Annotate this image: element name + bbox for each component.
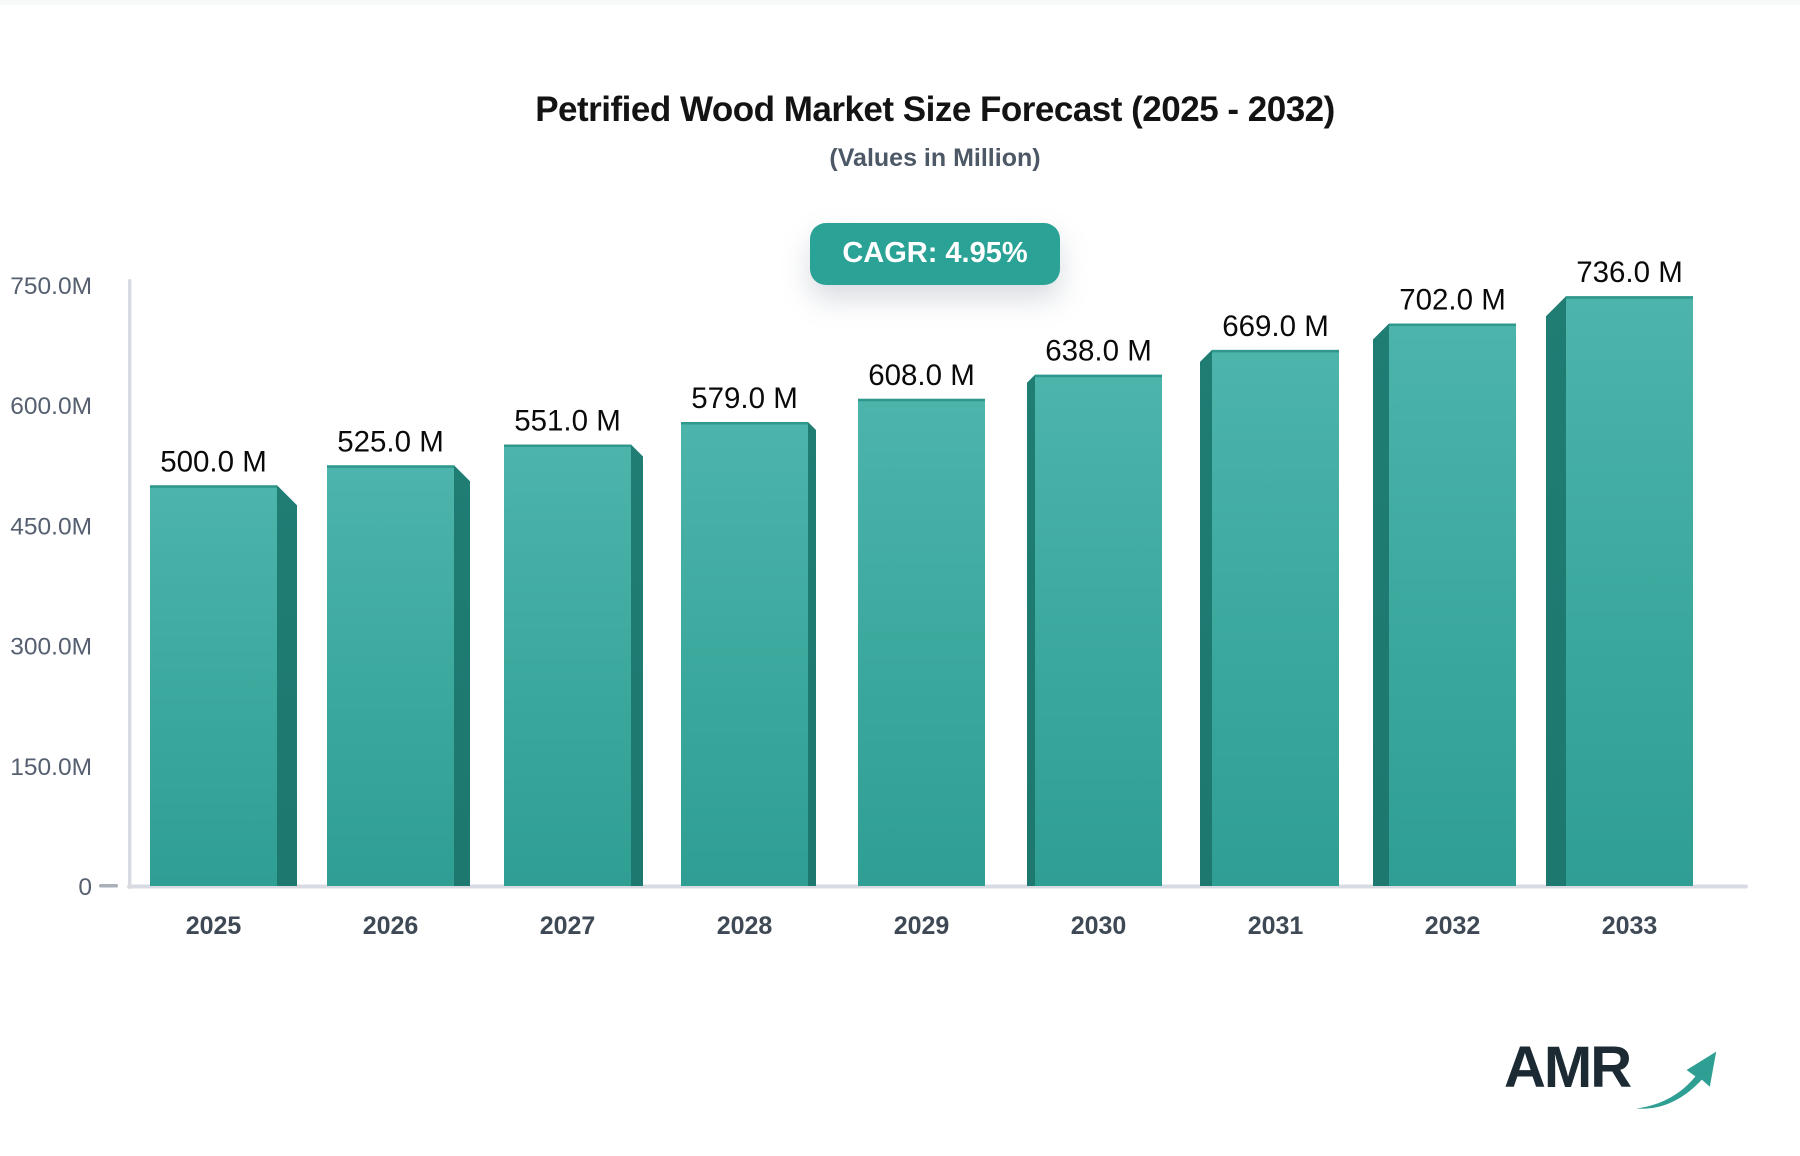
bar-top-edge — [327, 465, 454, 468]
x-axis-label: 2026 — [363, 912, 419, 940]
chart-title: Petrified Wood Market Size Forecast (202… — [535, 90, 1335, 129]
chart-header: Petrified Wood Market Size Forecast (202… — [70, 90, 1800, 285]
x-axis-label: 2032 — [1425, 912, 1481, 940]
x-axis-label: 2030 — [1071, 912, 1127, 940]
bar-2027 — [504, 444, 631, 886]
cagr-badge: CAGR: 4.95% — [810, 223, 1060, 285]
bar-value-label: 579.0 M — [691, 382, 798, 415]
bar-value-label: 669.0 M — [1222, 310, 1329, 343]
bar-value-label: 638.0 M — [1045, 335, 1152, 368]
bar-top-edge — [1035, 374, 1162, 378]
bar-top-edge — [681, 422, 808, 425]
bar-side-face — [1373, 323, 1389, 886]
bar-value-label: 736.0 M — [1576, 256, 1683, 289]
bar-top-edge — [150, 485, 277, 488]
bar-2026 — [327, 465, 454, 886]
bar-2028 — [681, 422, 808, 886]
bar-2033 — [1566, 296, 1693, 886]
y-axis-line — [128, 279, 132, 889]
bar-value-label: 551.0 M — [514, 405, 621, 438]
bar-side-face — [1027, 374, 1035, 886]
bar-value-label: 500.0 M — [160, 445, 267, 478]
bar-top-edge — [504, 444, 631, 447]
bar-group-2025: 500.0 M 2025 — [150, 445, 297, 940]
bar-group-2033: 736.0 M 2033 — [1546, 256, 1693, 940]
top-edge-strip — [0, 0, 1800, 5]
y-tick-label: 300.0M — [10, 634, 92, 661]
bar-2032 — [1389, 323, 1516, 886]
bar-value-label: 608.0 M — [868, 359, 975, 392]
bar-2031 — [1212, 349, 1339, 886]
x-axis-label: 2028 — [717, 912, 773, 940]
bar-side-face — [454, 465, 470, 886]
bar-2030 — [1035, 374, 1162, 886]
bar-group-2026: 525.0 M 2026 — [327, 425, 470, 940]
x-axis-label: 2031 — [1248, 912, 1304, 940]
y-tick-label: 450.0M — [10, 513, 92, 540]
chart-subtitle: (Values in Million) — [829, 144, 1041, 172]
y-tick-label: 0 — [78, 874, 92, 901]
bar-side-face — [808, 422, 816, 886]
bar-top-edge — [1212, 349, 1339, 353]
bar-group-2028: 579.0 M 2028 — [681, 382, 816, 940]
bar-group-2029: 608.0 M 2029 — [858, 359, 985, 940]
x-axis-label: 2025 — [186, 912, 242, 940]
bar-value-label: 525.0 M — [337, 425, 444, 458]
x-axis-label: 2029 — [894, 912, 950, 940]
bar-side-face — [631, 444, 643, 886]
bar-top-edge — [1389, 323, 1516, 326]
y-tick-label: 600.0M — [10, 393, 92, 420]
bar-group-2031: 669.0 M 2031 — [1200, 310, 1339, 940]
growth-arrow-icon — [1636, 1051, 1717, 1109]
bar-2025 — [150, 485, 277, 886]
bar-value-label: 702.0 M — [1399, 284, 1506, 317]
x-axis-label: 2033 — [1602, 912, 1658, 940]
bar-2029 — [858, 398, 985, 886]
y-tick-label: 750.0M — [10, 273, 92, 300]
bar-top-edge — [858, 398, 985, 402]
bar-group-2030: 638.0 M 2030 — [1027, 335, 1162, 940]
amr-logo: AMR — [1504, 1034, 1764, 1114]
cagr-badge-label: CAGR: 4.95% — [842, 237, 1028, 269]
bar-group-2027: 551.0 M 2027 — [504, 405, 643, 940]
bar-side-face — [277, 485, 297, 886]
bar-group-2032: 702.0 M 2032 — [1373, 284, 1516, 940]
zero-tick-mark — [99, 884, 118, 888]
amr-logo-text: AMR — [1504, 1035, 1632, 1100]
y-tick-label: 150.0M — [10, 754, 92, 781]
x-axis-label: 2027 — [540, 912, 596, 940]
bar-top-edge — [1566, 296, 1693, 299]
bar-side-face — [1546, 296, 1566, 886]
bar-side-face — [1200, 349, 1212, 886]
